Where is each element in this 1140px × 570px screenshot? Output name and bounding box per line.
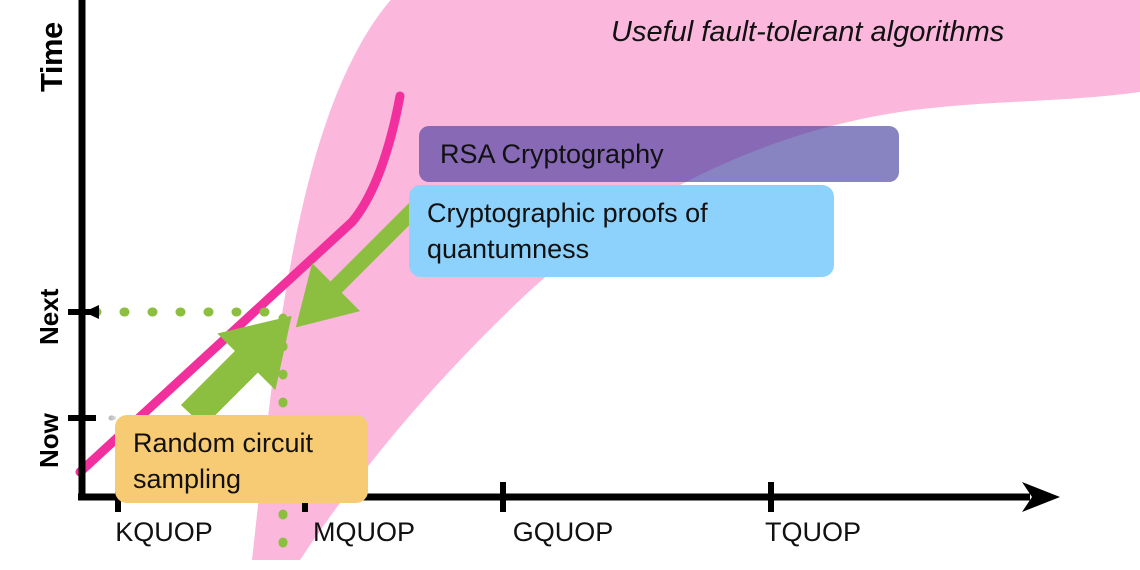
callout-rsa-cryptography: RSA Cryptography — [419, 126, 899, 182]
x-tick-label-tquop: TQUOP — [764, 517, 862, 547]
x-tick-label-gquop: GQUOP — [512, 517, 614, 547]
y-tick-label-now: Now — [34, 413, 64, 468]
callout-random-circuit-sampling: Random circuit sampling — [115, 415, 368, 503]
pink-region-label: Useful fault-tolerant algorithms — [611, 16, 1005, 48]
progress-arrow-up — [180, 315, 292, 427]
callout-cryptographic-proofs: Cryptographic proofs of quantumness — [409, 185, 834, 277]
pink-region — [252, 0, 1140, 560]
capability-line-tail — [347, 91, 405, 227]
y-axis-title: Time — [34, 22, 69, 92]
progress-arrow-down — [295, 189, 434, 328]
y-tick-label-next: Next — [34, 288, 64, 345]
callout-random-circuit-sampling-label: Random circuit sampling — [133, 428, 314, 494]
x-axis-arrowhead — [1022, 482, 1060, 512]
callout-cryptographic-proofs-label: Cryptographic proofs of quantumness — [427, 198, 708, 264]
x-tick-label-kquop: KQUOP — [115, 517, 213, 547]
callout-rsa-label: RSA Cryptography — [440, 139, 664, 169]
x-tick-label-mquop: MQUOP — [312, 517, 416, 547]
